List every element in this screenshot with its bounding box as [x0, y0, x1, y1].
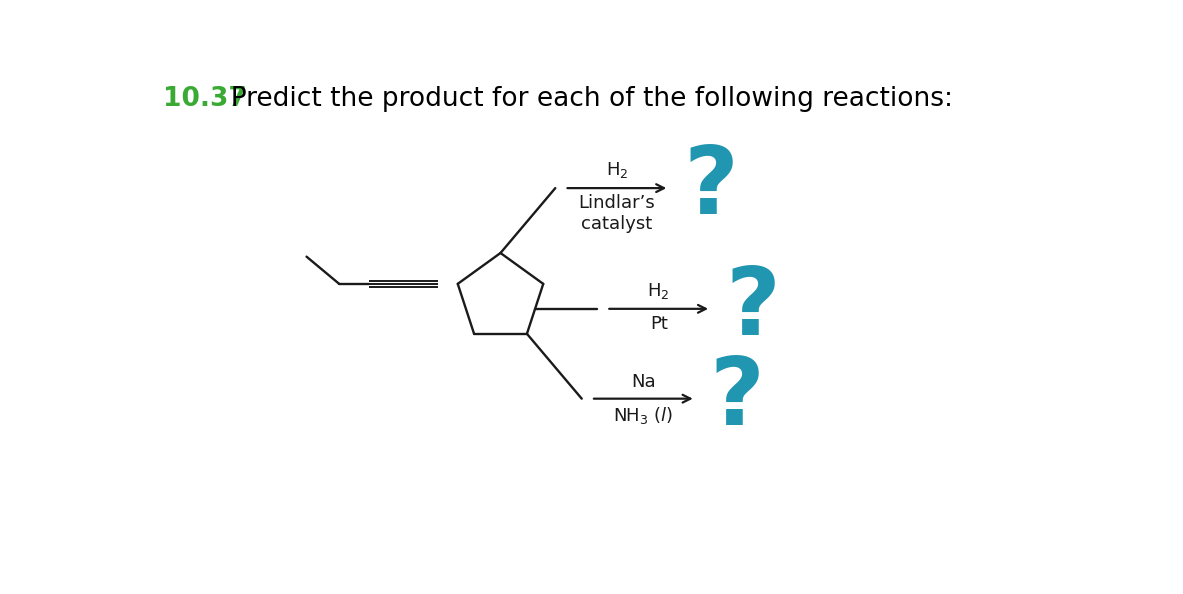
Text: catalyst: catalyst — [581, 215, 653, 233]
Text: H$_2$: H$_2$ — [647, 281, 670, 301]
Text: Lindlar’s: Lindlar’s — [578, 194, 655, 212]
Text: ?: ? — [725, 263, 780, 355]
Text: ?: ? — [683, 142, 738, 234]
Text: ?: ? — [710, 353, 764, 445]
Text: 10.37: 10.37 — [163, 86, 247, 112]
Text: H$_2$: H$_2$ — [606, 160, 628, 181]
Text: Na: Na — [631, 373, 655, 391]
Text: NH$_3$ ($\it{l}$): NH$_3$ ($\it{l}$) — [613, 405, 673, 426]
Text: Pt: Pt — [649, 315, 667, 333]
Text: Predict the product for each of the following reactions:: Predict the product for each of the foll… — [214, 86, 952, 112]
